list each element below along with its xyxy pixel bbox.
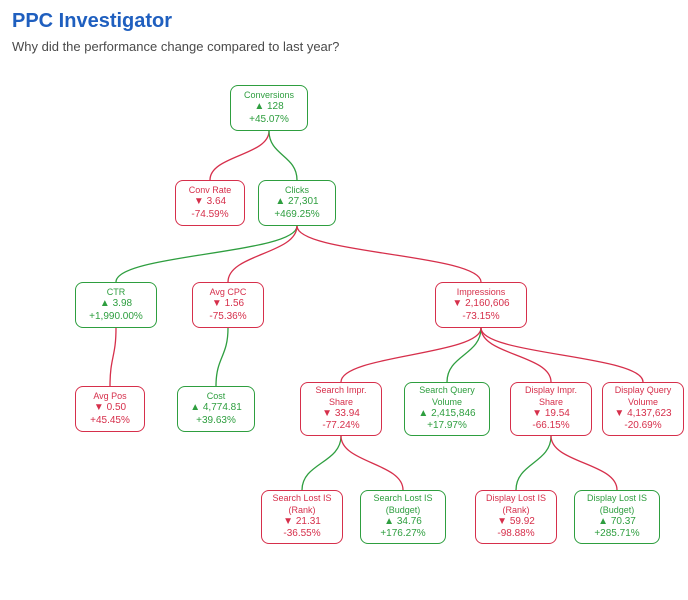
edge-dis-dlbudget — [551, 436, 617, 490]
node-value: ▲ 34.76 — [384, 516, 422, 529]
node-label: Display Impr. Share — [514, 385, 588, 408]
node-label: Search Lost IS (Budget) — [364, 493, 442, 516]
node-value: ▲ 4,774.81 — [190, 402, 242, 415]
node-label: Avg Pos — [93, 391, 126, 402]
edge-clicks-avgcpc — [228, 226, 297, 282]
node-label: Display Lost IS (Budget) — [578, 493, 656, 516]
node-pct: -75.36% — [209, 311, 246, 324]
node-dis: Display Impr. Share▼ 19.54-66.15% — [510, 382, 592, 436]
node-clicks: Clicks▲ 27,301+469.25% — [258, 180, 336, 226]
edge-sis-slrank — [302, 436, 341, 490]
node-avgpos: Avg Pos▼ 0.50+45.45% — [75, 386, 145, 432]
node-value: ▼ 21.31 — [283, 516, 321, 529]
node-cost: Cost▲ 4,774.81+39.63% — [177, 386, 255, 432]
node-value: ▲ 27,301 — [275, 196, 318, 209]
edge-impr-dqv — [481, 328, 643, 382]
node-label: Display Lost IS (Rank) — [479, 493, 553, 516]
edge-conv-clicks — [269, 131, 297, 180]
node-pct: -98.88% — [497, 528, 534, 541]
node-label: Cost — [207, 391, 226, 402]
node-value: ▲ 2,415,846 — [418, 408, 475, 421]
node-label: Search Impr. Share — [304, 385, 378, 408]
node-label: CTR — [107, 287, 126, 298]
node-dlrank: Display Lost IS (Rank)▼ 59.92-98.88% — [475, 490, 557, 544]
node-dlbudget: Display Lost IS (Budget)▲ 70.37+285.71% — [574, 490, 660, 544]
edge-clicks-impr — [297, 226, 481, 282]
node-pct: -74.59% — [191, 209, 228, 222]
node-pct: +176.27% — [380, 528, 425, 541]
node-label: Avg CPC — [210, 287, 247, 298]
node-label: Conv Rate — [189, 185, 232, 196]
edge-impr-sis — [341, 328, 481, 382]
edge-avgcpc-cost — [216, 328, 228, 386]
node-impr: Impressions▼ 2,160,606-73.15% — [435, 282, 527, 328]
node-pct: -73.15% — [462, 311, 499, 324]
edge-ctr-avgpos — [110, 328, 116, 386]
edge-sis-slbudget — [341, 436, 403, 490]
node-label: Display Query Volume — [606, 385, 680, 408]
node-sis: Search Impr. Share▼ 33.94-77.24% — [300, 382, 382, 436]
node-pct: +285.71% — [594, 528, 639, 541]
node-value: ▼ 33.94 — [322, 408, 360, 421]
edge-clicks-ctr — [116, 226, 297, 282]
edge-impr-dis — [481, 328, 551, 382]
node-value: ▲ 70.37 — [598, 516, 636, 529]
node-dqv: Display Query Volume▼ 4,137,623-20.69% — [602, 382, 684, 436]
node-value: ▼ 3.64 — [194, 196, 226, 209]
edge-dis-dlrank — [516, 436, 551, 490]
node-value: ▼ 1.56 — [212, 298, 244, 311]
node-pct: +45.45% — [90, 415, 130, 428]
node-pct: +39.63% — [196, 415, 236, 428]
node-slrank: Search Lost IS (Rank)▼ 21.31-36.55% — [261, 490, 343, 544]
node-avgcpc: Avg CPC▼ 1.56-75.36% — [192, 282, 264, 328]
node-slbudget: Search Lost IS (Budget)▲ 34.76+176.27% — [360, 490, 446, 544]
node-value: ▼ 4,137,623 — [614, 408, 671, 421]
node-convrate: Conv Rate▼ 3.64-74.59% — [175, 180, 245, 226]
node-value: ▼ 19.54 — [532, 408, 570, 421]
edge-conv-convrate — [210, 131, 269, 180]
node-value: ▲ 128 — [254, 101, 283, 114]
node-ctr: CTR▲ 3.98+1,990.00% — [75, 282, 157, 328]
node-value: ▼ 59.92 — [497, 516, 535, 529]
node-pct: +1,990.00% — [89, 311, 143, 324]
node-label: Search Query Volume — [408, 385, 486, 408]
node-value: ▼ 2,160,606 — [452, 298, 509, 311]
node-value: ▼ 0.50 — [94, 402, 126, 415]
node-sqv: Search Query Volume▲ 2,415,846+17.97% — [404, 382, 490, 436]
node-pct: +17.97% — [427, 420, 467, 433]
node-label: Impressions — [457, 287, 506, 298]
node-pct: -66.15% — [532, 420, 569, 433]
node-label: Search Lost IS (Rank) — [265, 493, 339, 516]
node-pct: +45.07% — [249, 114, 289, 127]
node-conv: Conversions▲ 128+45.07% — [230, 85, 308, 131]
node-value: ▲ 3.98 — [100, 298, 132, 311]
node-pct: -20.69% — [624, 420, 661, 433]
node-label: Conversions — [244, 90, 294, 101]
node-label: Clicks — [285, 185, 309, 196]
node-pct: +469.25% — [274, 209, 319, 222]
node-pct: -77.24% — [322, 420, 359, 433]
node-pct: -36.55% — [283, 528, 320, 541]
